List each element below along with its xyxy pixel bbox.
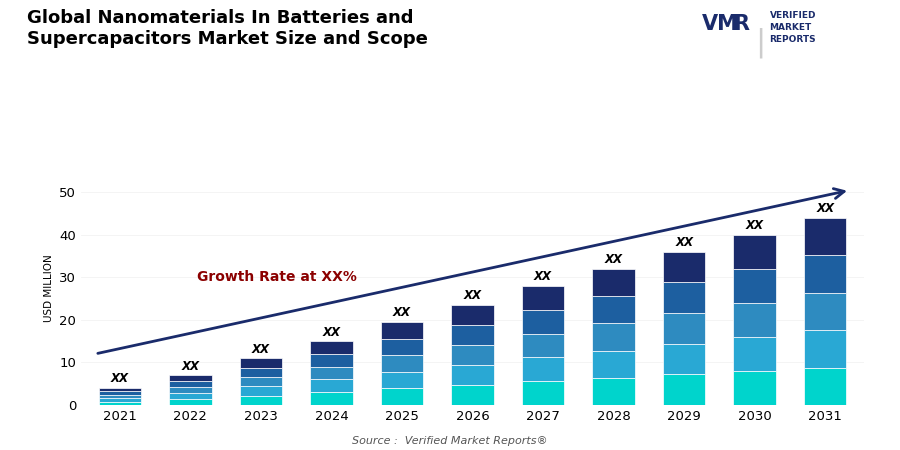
Bar	[663, 283, 706, 313]
Y-axis label: USD MILLION: USD MILLION	[44, 254, 54, 322]
Text: Global Nanomaterials In Batteries and
Supercapacitors Market Size and Scope: Global Nanomaterials In Batteries and Su…	[27, 9, 427, 48]
Text: XX: XX	[816, 202, 834, 215]
Bar	[522, 333, 564, 357]
Text: XX: XX	[322, 326, 340, 339]
Bar	[804, 330, 846, 368]
Bar	[451, 385, 494, 405]
Bar	[310, 341, 353, 354]
Bar	[734, 337, 776, 371]
Bar	[451, 365, 494, 385]
Text: VERIFIED
MARKET
REPORTS: VERIFIED MARKET REPORTS	[770, 11, 816, 44]
Text: |: |	[755, 27, 766, 58]
Bar	[734, 235, 776, 269]
Bar	[381, 372, 423, 388]
Bar	[522, 286, 564, 310]
Bar	[99, 401, 141, 405]
Text: XX: XX	[252, 342, 270, 356]
Text: XX: XX	[181, 360, 199, 373]
Bar	[592, 296, 634, 323]
Bar	[734, 269, 776, 303]
Text: XX: XX	[746, 219, 764, 232]
Text: Source :  Verified Market Reports®: Source : Verified Market Reports®	[352, 436, 548, 446]
Bar	[804, 218, 846, 255]
Bar	[239, 368, 282, 377]
Bar	[522, 310, 564, 333]
Bar	[804, 255, 846, 292]
Bar	[663, 313, 706, 344]
Bar	[169, 399, 211, 405]
Bar	[239, 396, 282, 405]
Bar	[663, 252, 706, 283]
Bar	[522, 357, 564, 381]
Bar	[381, 339, 423, 355]
Bar	[381, 322, 423, 339]
Bar	[592, 351, 634, 378]
Text: XX: XX	[605, 253, 623, 266]
Bar	[310, 367, 353, 379]
Bar	[169, 387, 211, 393]
Bar	[239, 358, 282, 368]
Bar	[451, 325, 494, 345]
Bar	[99, 395, 141, 398]
Bar	[169, 393, 211, 399]
Bar	[592, 378, 634, 405]
Bar	[663, 374, 706, 405]
Text: XX: XX	[675, 236, 693, 249]
Bar	[99, 392, 141, 395]
Bar	[592, 269, 634, 296]
Bar	[734, 303, 776, 337]
Bar	[239, 377, 282, 386]
Bar	[804, 292, 846, 330]
Bar	[239, 386, 282, 396]
Text: XX: XX	[464, 289, 482, 302]
Bar	[592, 323, 634, 351]
Text: VM: VM	[702, 14, 739, 33]
Bar	[169, 381, 211, 387]
Text: Growth Rate at XX%: Growth Rate at XX%	[197, 270, 357, 284]
Bar	[310, 392, 353, 405]
Bar	[310, 354, 353, 367]
Text: XX: XX	[111, 373, 129, 386]
Bar	[381, 388, 423, 405]
Bar	[310, 379, 353, 392]
Bar	[451, 305, 494, 325]
Bar	[99, 388, 141, 392]
Bar	[381, 355, 423, 372]
Text: XX: XX	[393, 306, 411, 320]
Bar	[99, 398, 141, 401]
Text: R: R	[734, 14, 750, 33]
Bar	[804, 368, 846, 405]
Bar	[663, 344, 706, 374]
Text: XX: XX	[534, 270, 552, 284]
Bar	[522, 381, 564, 405]
Bar	[734, 371, 776, 405]
Bar	[169, 375, 211, 381]
Bar	[451, 345, 494, 365]
